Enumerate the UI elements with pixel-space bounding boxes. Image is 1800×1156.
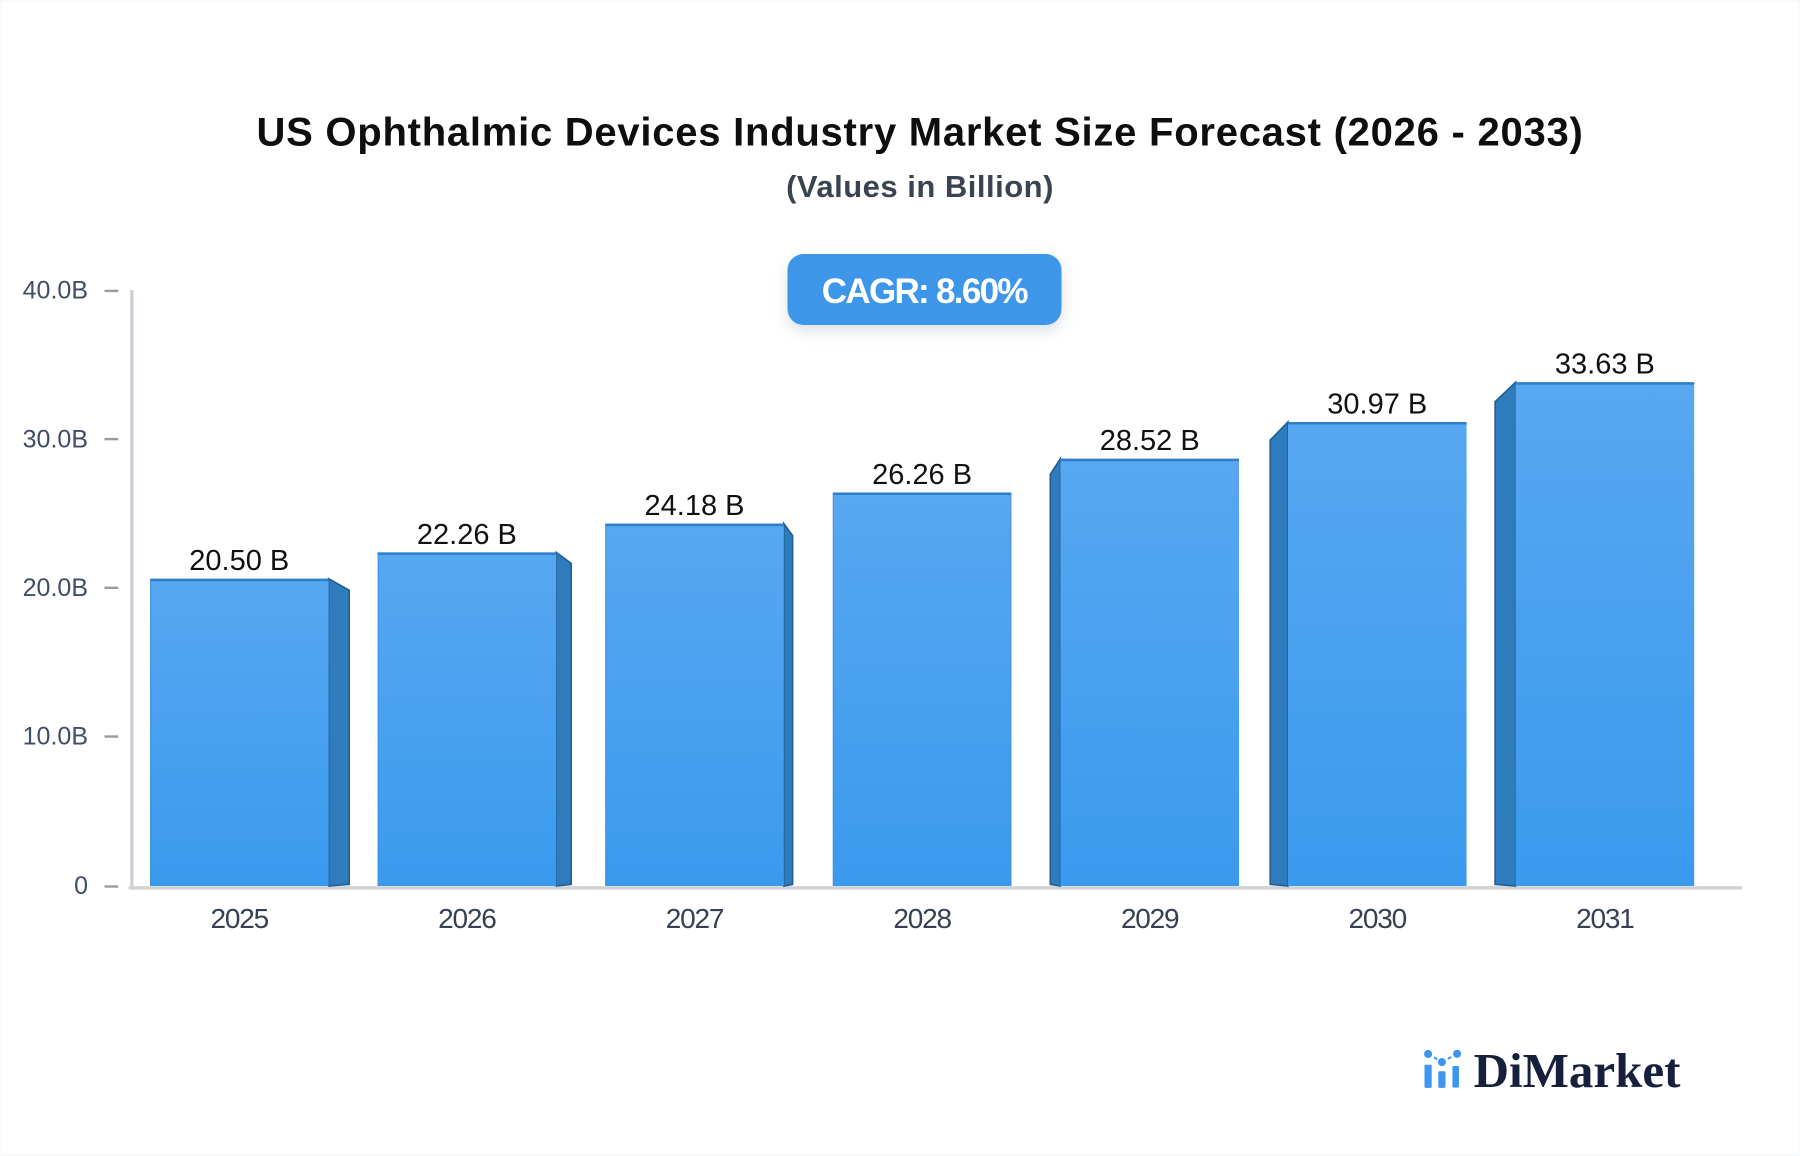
svg-text:2026: 2026: [438, 903, 496, 934]
svg-text:20.0B: 20.0B: [23, 574, 88, 602]
svg-text:10.0B: 10.0B: [23, 723, 88, 751]
svg-text:24.18 B: 24.18 B: [645, 490, 745, 522]
svg-text:2028: 2028: [893, 903, 951, 934]
svg-text:20.50 B: 20.50 B: [189, 545, 289, 577]
svg-text:30.97 B: 30.97 B: [1327, 389, 1427, 421]
svg-text:30.0B: 30.0B: [23, 425, 88, 453]
svg-text:0: 0: [74, 872, 88, 900]
svg-text:26.26 B: 26.26 B: [872, 459, 972, 491]
svg-text:33.63 B: 33.63 B: [1555, 349, 1655, 381]
svg-text:40.0B: 40.0B: [23, 276, 88, 304]
svg-text:US Ophthalmic Devices Industry: US Ophthalmic Devices Industry Market Si…: [256, 111, 1583, 155]
svg-text:DiMarket: DiMarket: [1474, 1043, 1681, 1098]
svg-text:2030: 2030: [1349, 903, 1407, 934]
svg-text:2025: 2025: [211, 903, 269, 934]
svg-text:2029: 2029: [1121, 903, 1179, 934]
svg-text:28.52 B: 28.52 B: [1100, 425, 1200, 457]
svg-text:22.26 B: 22.26 B: [417, 519, 517, 551]
svg-text:2027: 2027: [666, 903, 724, 934]
svg-text:2031: 2031: [1576, 903, 1634, 934]
svg-text:CAGR: 8.60%: CAGR: 8.60%: [822, 272, 1029, 311]
svg-text:(Values in Billion): (Values in Billion): [786, 169, 1054, 204]
